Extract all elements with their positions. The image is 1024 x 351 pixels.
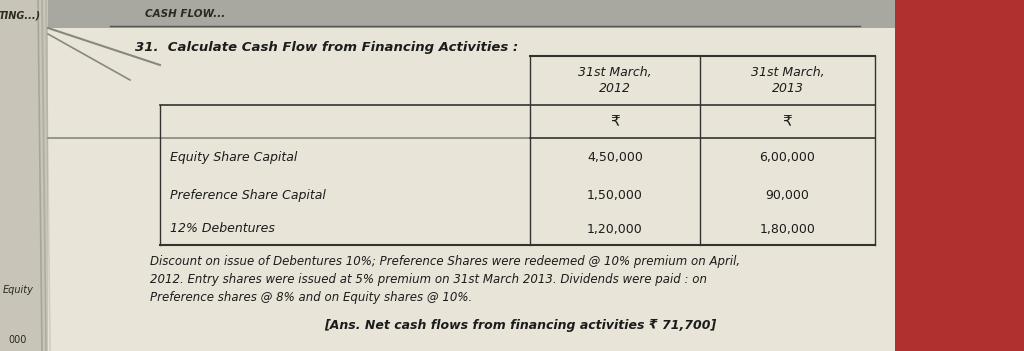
Text: 1,20,000: 1,20,000	[587, 223, 643, 236]
Text: 31.  Calculate Cash Flow from Financing Activities :: 31. Calculate Cash Flow from Financing A…	[135, 40, 518, 53]
Text: [Ans. Net cash flows from financing activities ₹ 71,700]: [Ans. Net cash flows from financing acti…	[324, 318, 716, 331]
Text: 2013: 2013	[771, 82, 804, 95]
Bar	[38, 0, 898, 28]
Text: 6,00,000: 6,00,000	[760, 152, 815, 165]
Text: ₹: ₹	[610, 114, 620, 129]
Text: 31st March,: 31st March,	[579, 66, 652, 79]
Text: 1,80,000: 1,80,000	[760, 223, 815, 236]
Text: 12% Debentures: 12% Debentures	[170, 223, 274, 236]
Text: 1,50,000: 1,50,000	[587, 189, 643, 202]
Text: 000: 000	[9, 335, 28, 345]
Text: 90,000: 90,000	[766, 189, 809, 202]
Text: 2012. Entry shares were issued at 5% premium on 31st March 2013. Dividends were : 2012. Entry shares were issued at 5% pre…	[150, 273, 707, 286]
Text: Discount on issue of Debentures 10%; Preference Shares were redeemed @ 10% premi: Discount on issue of Debentures 10%; Pre…	[150, 256, 740, 269]
Bar	[0, 0, 48, 351]
Bar	[895, 0, 1024, 351]
Text: Equity: Equity	[3, 285, 34, 295]
Text: Preference shares @ 8% and on Equity shares @ 10%.: Preference shares @ 8% and on Equity sha…	[150, 291, 472, 305]
Text: Equity Share Capital: Equity Share Capital	[170, 152, 297, 165]
Text: CASH FLOW...: CASH FLOW...	[145, 9, 225, 19]
Text: ₹: ₹	[782, 114, 793, 129]
Text: 4,50,000: 4,50,000	[587, 152, 643, 165]
Text: Preference Share Capital: Preference Share Capital	[170, 189, 326, 202]
Text: TING...): TING...)	[0, 10, 41, 20]
Text: 2012: 2012	[599, 82, 631, 95]
Text: 31st March,: 31st March,	[751, 66, 824, 79]
